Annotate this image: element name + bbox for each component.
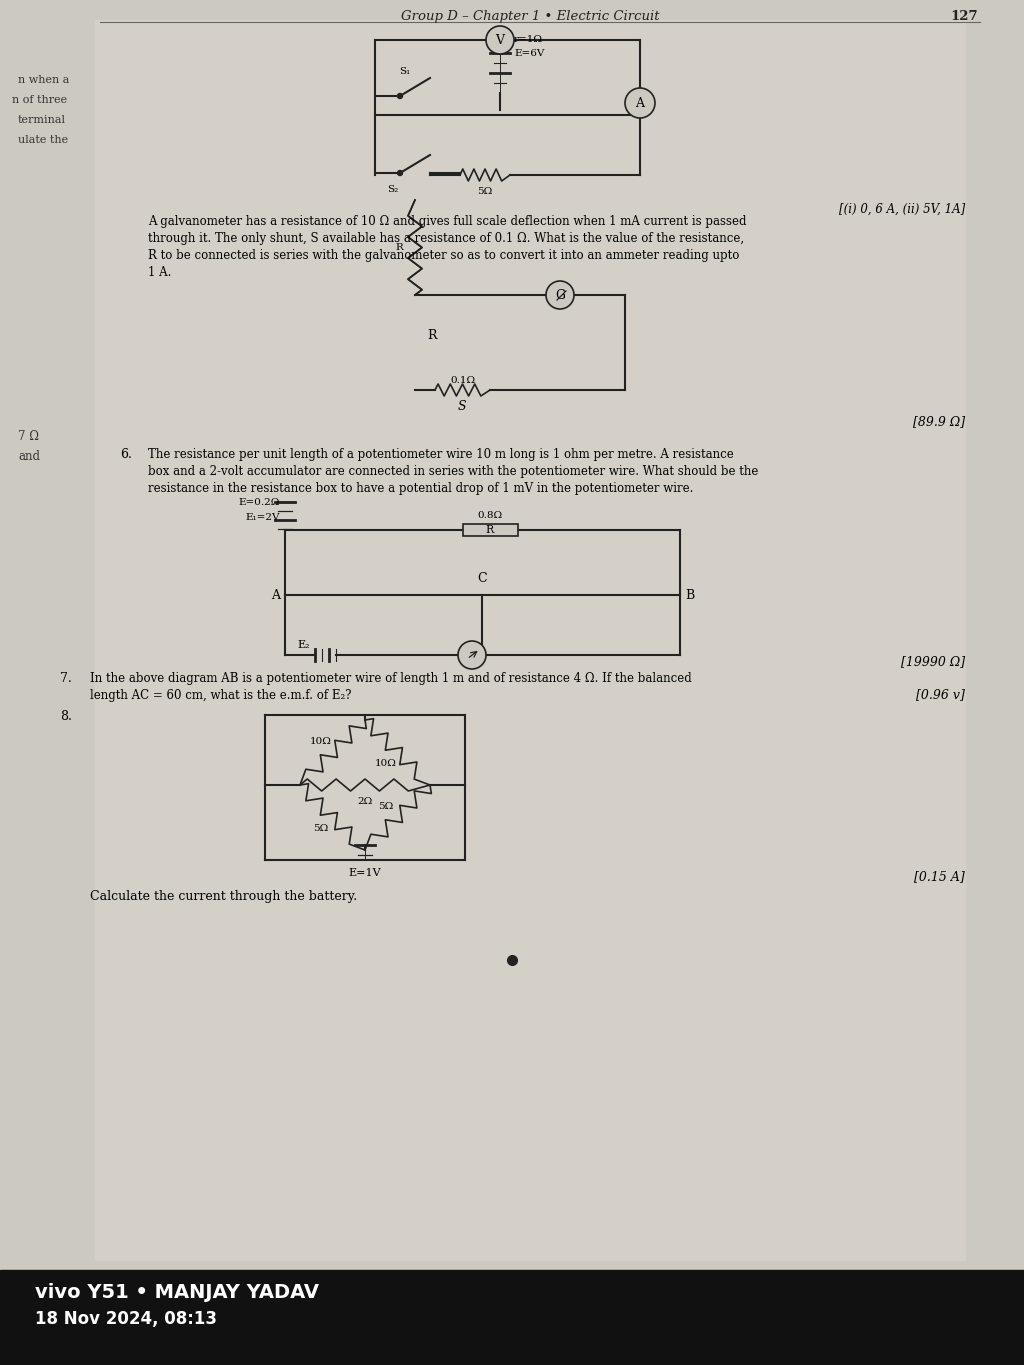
Text: A: A <box>271 588 280 602</box>
Text: 7 Ω: 7 Ω <box>18 430 39 444</box>
Text: E₁=2V: E₁=2V <box>246 512 280 521</box>
Text: G: G <box>555 288 565 302</box>
Text: C: C <box>477 572 486 586</box>
Text: S₂: S₂ <box>387 186 398 194</box>
Text: A: A <box>636 97 644 109</box>
Text: 8.: 8. <box>60 710 72 723</box>
Text: terminal: terminal <box>18 115 66 126</box>
Text: 18 Nov 2024, 08:13: 18 Nov 2024, 08:13 <box>35 1310 217 1328</box>
Text: R: R <box>395 243 403 253</box>
Text: Calculate the current through the battery.: Calculate the current through the batter… <box>90 890 357 904</box>
Text: E=1V: E=1V <box>349 868 381 878</box>
Text: n when a: n when a <box>18 75 70 85</box>
Text: length AC = 60 cm, what is the e.m.f. of E₂?: length AC = 60 cm, what is the e.m.f. of… <box>90 689 351 702</box>
Text: 10Ω: 10Ω <box>310 737 332 745</box>
Text: S: S <box>458 400 466 414</box>
Text: 6.: 6. <box>120 448 132 461</box>
Text: 5Ω: 5Ω <box>379 801 394 811</box>
Text: box and a 2-volt accumulator are connected in series with the potentiometer wire: box and a 2-volt accumulator are connect… <box>148 465 759 478</box>
Text: In the above diagram AB is a potentiometer wire of length 1 m and of resistance : In the above diagram AB is a potentiomet… <box>90 672 692 685</box>
Text: V: V <box>496 34 505 46</box>
Circle shape <box>397 171 402 176</box>
Text: S₁: S₁ <box>399 67 411 76</box>
Circle shape <box>397 93 402 98</box>
Text: [0.15 A]: [0.15 A] <box>914 870 965 883</box>
Text: 0.1Ω: 0.1Ω <box>450 375 475 385</box>
Circle shape <box>546 281 574 308</box>
Text: through it. The only shunt, S available has a resistance of 0.1 Ω. What is the v: through it. The only shunt, S available … <box>148 232 744 244</box>
Text: resistance in the resistance box to have a potential drop of 1 mV in the potenti: resistance in the resistance box to have… <box>148 482 693 495</box>
Text: E=6V: E=6V <box>514 49 545 57</box>
Text: B: B <box>685 588 694 602</box>
Text: and: and <box>18 450 40 463</box>
Text: vivo Y51 • MANJAY YADAV: vivo Y51 • MANJAY YADAV <box>35 1283 319 1302</box>
Circle shape <box>486 26 514 55</box>
Text: R to be connected is series with the galvanometer so as to convert it into an am: R to be connected is series with the gal… <box>148 248 739 262</box>
Text: A galvanometer has a resistance of 10 Ω and gives full scale deflection when 1 m: A galvanometer has a resistance of 10 Ω … <box>148 216 746 228</box>
Text: 2Ω: 2Ω <box>357 797 373 805</box>
Text: R: R <box>485 526 495 535</box>
Text: The resistance per unit length of a potentiometer wire 10 m long is 1 ohm per me: The resistance per unit length of a pote… <box>148 448 734 461</box>
Bar <box>463 524 518 536</box>
Text: 7.: 7. <box>60 672 72 685</box>
Text: 1 A.: 1 A. <box>148 266 171 278</box>
Text: R: R <box>427 329 436 341</box>
Bar <box>0 1269 1024 1365</box>
Text: 10Ω: 10Ω <box>375 759 397 768</box>
Text: [89.9 Ω]: [89.9 Ω] <box>912 415 965 429</box>
Text: [(i) 0, 6 A, (ii) 5V, 1A]: [(i) 0, 6 A, (ii) 5V, 1A] <box>839 203 965 216</box>
Text: n of three: n of three <box>12 96 68 105</box>
Bar <box>95 20 965 1260</box>
Text: Group D – Chapter 1 • Electric Circuit: Group D – Chapter 1 • Electric Circuit <box>400 10 659 23</box>
Circle shape <box>458 642 486 669</box>
Text: r=1Ω: r=1Ω <box>514 34 543 44</box>
Text: [0.96 v]: [0.96 v] <box>916 688 965 702</box>
Text: 5Ω: 5Ω <box>313 824 329 833</box>
Text: [19990 Ω]: [19990 Ω] <box>901 655 965 667</box>
Text: 127: 127 <box>950 10 978 23</box>
Text: ulate the: ulate the <box>18 135 69 145</box>
Circle shape <box>625 87 655 117</box>
Text: E=0.2Ω: E=0.2Ω <box>239 497 280 506</box>
Text: 5Ω: 5Ω <box>477 187 493 195</box>
Text: E₂: E₂ <box>298 640 310 650</box>
Text: 0.8Ω: 0.8Ω <box>477 511 503 520</box>
